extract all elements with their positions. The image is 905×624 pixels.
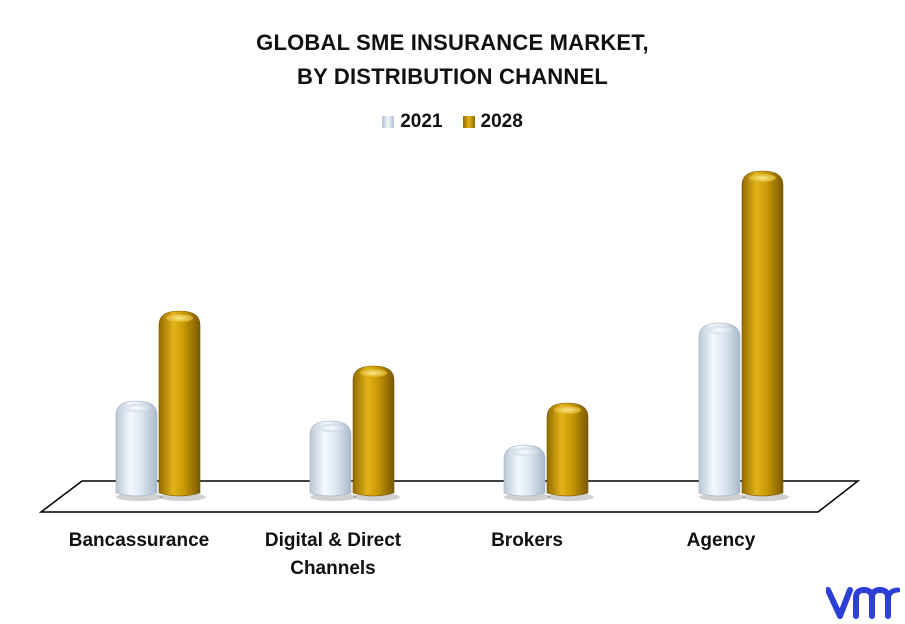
bar-highlight xyxy=(749,174,776,182)
category-label-line: Brokers xyxy=(491,530,563,551)
bar-2028-0 xyxy=(158,310,201,497)
bar-2021-1 xyxy=(309,420,352,497)
bar-highlight xyxy=(317,424,344,432)
bar-2028-3 xyxy=(741,170,784,497)
category-label-1: Digital & Direct Channels xyxy=(233,527,433,583)
bar-2028-2 xyxy=(546,402,589,497)
bar-highlight xyxy=(554,406,581,414)
category-label-0: Bancassurance xyxy=(39,527,239,555)
bar-highlight xyxy=(511,448,538,456)
category-label-line: Channels xyxy=(290,558,376,579)
bar-highlight xyxy=(360,369,387,377)
legend-swatch-2021-icon xyxy=(382,116,395,128)
legend-label-2021: 2021 xyxy=(400,111,443,132)
bar-2021-2 xyxy=(503,444,546,497)
legend-item-2021: 2021 xyxy=(382,111,443,133)
bar-2028-1 xyxy=(352,365,395,497)
chart-title-line-1: GLOBAL SME INSURANCE MARKET, xyxy=(256,30,649,55)
bar-highlight xyxy=(706,326,733,334)
legend-item-2028: 2028 xyxy=(462,111,523,133)
category-label-line: Digital & Direct xyxy=(264,530,402,551)
category-label-3: Agency xyxy=(621,527,821,555)
legend-label-2028: 2028 xyxy=(480,111,523,132)
legend: 2021 2028 xyxy=(0,111,905,133)
category-label-line: Agency xyxy=(686,530,756,551)
category-label-line: Bancassurance xyxy=(68,530,210,551)
chart-title-line-2: BY DISTRIBUTION CHANNEL xyxy=(297,64,608,89)
chart-floor xyxy=(38,480,861,513)
bar-2021-3 xyxy=(698,322,741,497)
bar-highlight xyxy=(166,314,193,322)
legend-swatch-2028-icon xyxy=(462,116,475,128)
bar-2021-0 xyxy=(115,400,158,497)
vmr-logo-icon xyxy=(826,586,900,619)
bars-group xyxy=(115,170,789,501)
bar-highlight xyxy=(123,404,150,412)
category-label-2: Brokers xyxy=(427,527,627,555)
